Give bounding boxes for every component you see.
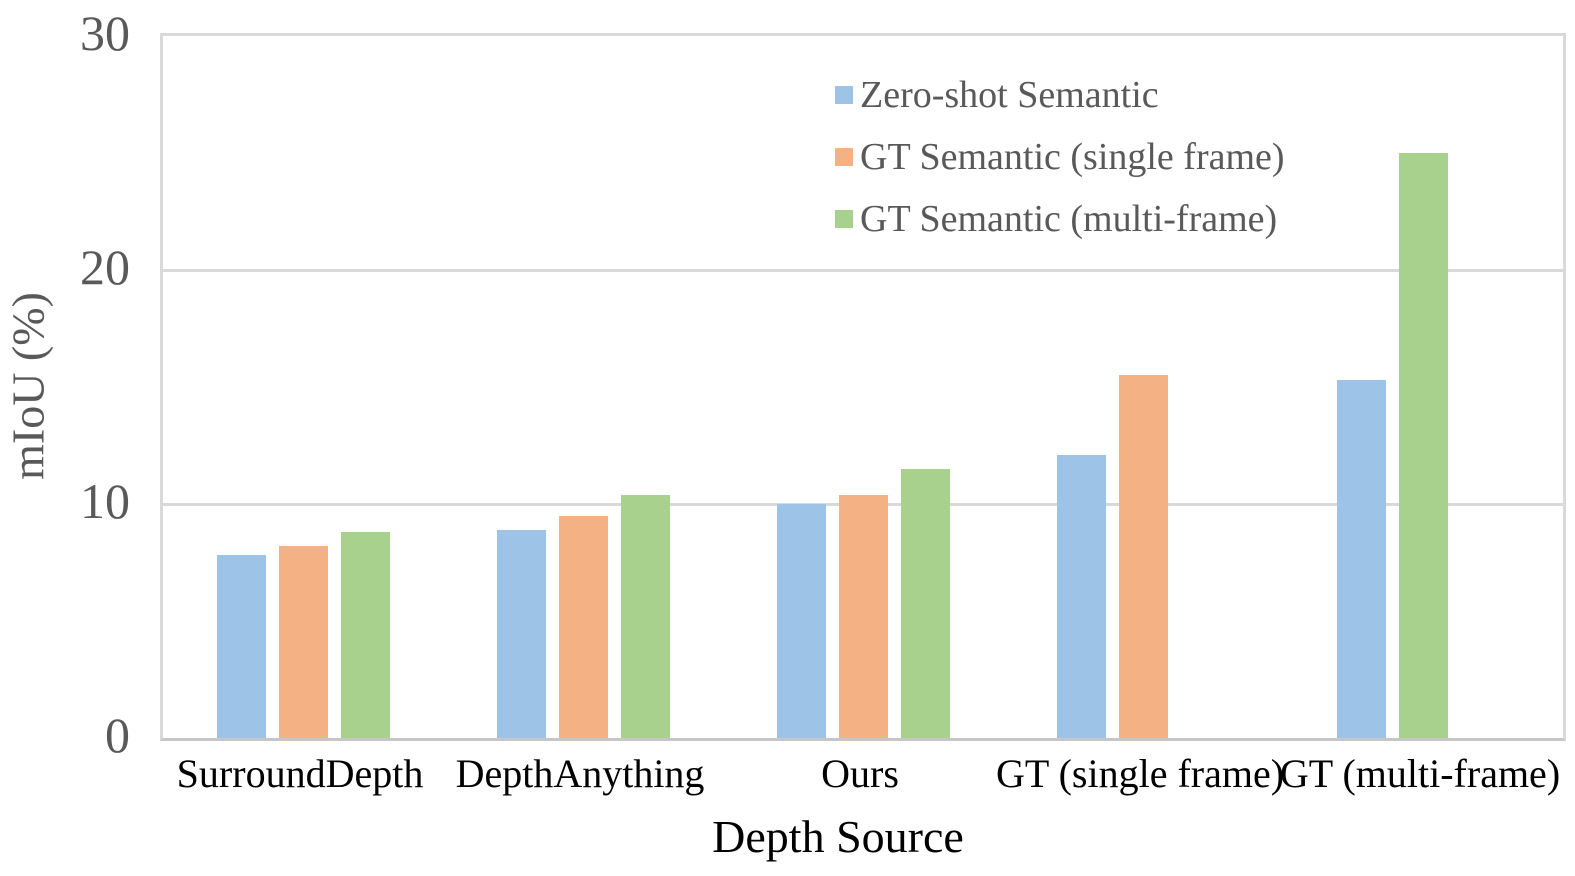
y-tick-label-30: 30 bbox=[80, 5, 130, 61]
legend: Zero-shot Semantic GT Semantic (single fr… bbox=[835, 72, 1285, 258]
x-category-label-2: Ours bbox=[821, 751, 899, 796]
x-category-label-1: DepthAnything bbox=[455, 751, 705, 796]
x-category-label-4: GT (multi-frame) bbox=[1279, 751, 1561, 796]
bar-group-0 bbox=[163, 36, 443, 738]
bar-series0-cat2 bbox=[776, 504, 826, 738]
bar-series0-cat4 bbox=[1336, 379, 1386, 738]
bar-group-3 bbox=[1003, 36, 1283, 738]
plot-area: Zero-shot Semantic GT Semantic (single fr… bbox=[160, 33, 1566, 741]
bar-series0-cat0 bbox=[216, 555, 266, 738]
legend-label: Zero-shot Semantic bbox=[860, 73, 1159, 116]
legend-swatch-icon bbox=[835, 147, 853, 166]
y-tick-label-10: 10 bbox=[80, 473, 130, 529]
bar-group-4 bbox=[1283, 36, 1563, 738]
bar-series2-cat0 bbox=[340, 532, 390, 738]
y-axis-title: mIoU (%) bbox=[2, 292, 54, 480]
bar-series1-cat3 bbox=[1118, 375, 1168, 738]
bar-series2-cat2 bbox=[900, 468, 950, 738]
bar-series1-cat1 bbox=[558, 515, 608, 738]
y-tick-label-20: 20 bbox=[80, 239, 130, 295]
legend-label: GT Semantic (multi-frame) bbox=[860, 197, 1278, 240]
gridline-20 bbox=[163, 268, 1563, 272]
legend-item-1: GT Semantic (single frame) bbox=[835, 134, 1285, 179]
legend-item-2: GT Semantic (multi-frame) bbox=[835, 196, 1285, 241]
bar-group-1 bbox=[443, 36, 723, 738]
bar-series2-cat4 bbox=[1398, 153, 1448, 738]
bar-series2-cat1 bbox=[620, 494, 670, 738]
bar-series0-cat1 bbox=[496, 529, 546, 738]
x-category-label-3: GT (single frame) bbox=[995, 751, 1285, 796]
bar-group-2 bbox=[723, 36, 1003, 738]
x-axis-title: Depth Source bbox=[712, 811, 964, 862]
legend-swatch-icon bbox=[835, 209, 853, 228]
bar-series0-cat3 bbox=[1056, 454, 1106, 738]
legend-swatch-icon bbox=[835, 85, 853, 104]
y-tick-label-0: 0 bbox=[105, 707, 130, 763]
bar-series1-cat2 bbox=[838, 494, 888, 738]
x-category-label-0: SurroundDepth bbox=[176, 751, 424, 796]
bar-series1-cat0 bbox=[278, 546, 328, 738]
legend-item-0: Zero-shot Semantic bbox=[835, 72, 1285, 117]
legend-label: GT Semantic (single frame) bbox=[860, 135, 1285, 178]
